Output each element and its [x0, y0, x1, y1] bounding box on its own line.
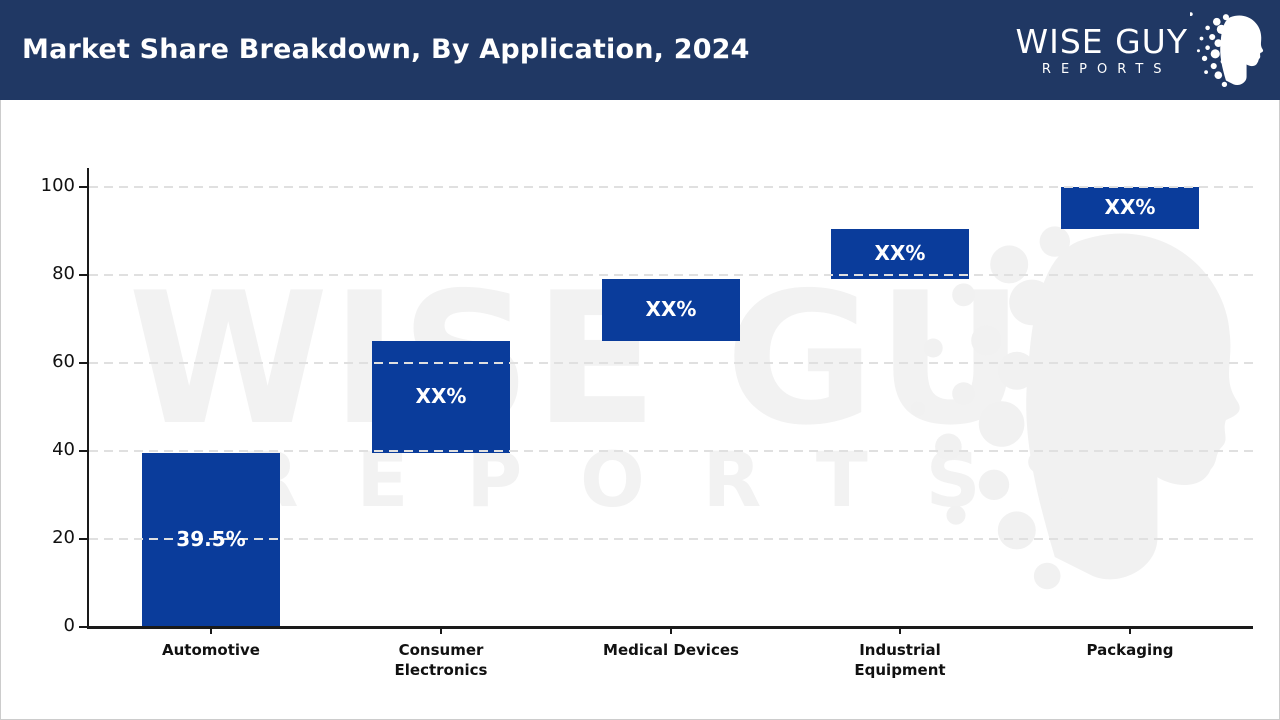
y-tick-100: [79, 186, 87, 188]
bar-value-label-industrial-equipment: XX%: [874, 241, 926, 266]
y-axis: [87, 168, 89, 628]
category-label-automotive: Automotive: [162, 641, 260, 659]
bar-medical-devices: [602, 279, 740, 341]
bar-value-label-automotive: 39.5%: [176, 527, 246, 552]
y-tick-label-40: 40: [52, 439, 75, 460]
category-label-consumer-electronics: Consumer Electronics: [394, 641, 488, 679]
y-tick-40: [79, 450, 87, 452]
x-tick-medical-devices: [670, 629, 672, 634]
y-tick-label-60: 60: [52, 351, 75, 372]
bar-consumer-electronics: [372, 341, 510, 454]
logo-wordmark: WISE GUY: [1015, 21, 1188, 61]
y-tick-label-20: 20: [52, 527, 75, 548]
bar-packaging: [1061, 187, 1199, 229]
gridline-40: [89, 450, 1253, 452]
bar-value-label-medical-devices: XX%: [645, 297, 697, 322]
watermark-face-icon: [910, 226, 1240, 590]
bar-automotive: [142, 453, 280, 627]
bar-value-label-consumer-electronics: XX%: [415, 384, 467, 409]
y-tick-label-80: 80: [52, 263, 75, 284]
category-label-industrial-equipment: Industrial Equipment: [854, 641, 946, 679]
x-tick-packaging: [1129, 629, 1131, 634]
logo-text: WISE GUY REPORTS: [1015, 21, 1188, 77]
gridline-60: [89, 362, 1253, 364]
watermark-reports: REPORTS: [240, 435, 1039, 524]
bar-industrial-equipment: [831, 228, 969, 280]
header-bar: Market Share Breakdown, By Application, …: [0, 0, 1280, 100]
y-tick-60: [79, 362, 87, 364]
y-tick-20: [79, 538, 87, 540]
y-tick-80: [79, 274, 87, 276]
category-label-packaging: Packaging: [1086, 641, 1174, 659]
y-tick-label-0: 0: [63, 615, 75, 636]
chart-title: Market Share Breakdown, By Application, …: [22, 34, 750, 65]
gridline-80: [89, 274, 1253, 276]
logo-subtitle: REPORTS: [1041, 61, 1172, 77]
gridline-20: [89, 538, 1253, 540]
x-tick-automotive: [210, 629, 212, 634]
y-tick-label-100: 100: [40, 175, 75, 196]
x-axis: [87, 626, 1253, 629]
y-tick-0: [79, 626, 87, 628]
logo-face-icon: [1190, 12, 1264, 88]
bar-value-label-packaging: XX%: [1104, 194, 1156, 219]
x-tick-industrial-equipment: [899, 629, 901, 634]
x-tick-consumer-electronics: [440, 629, 442, 634]
wise-guy-logo: WISE GUY REPORTS: [1015, 8, 1268, 92]
category-label-medical-devices: Medical Devices: [603, 641, 739, 659]
gridline-100: [89, 186, 1253, 188]
